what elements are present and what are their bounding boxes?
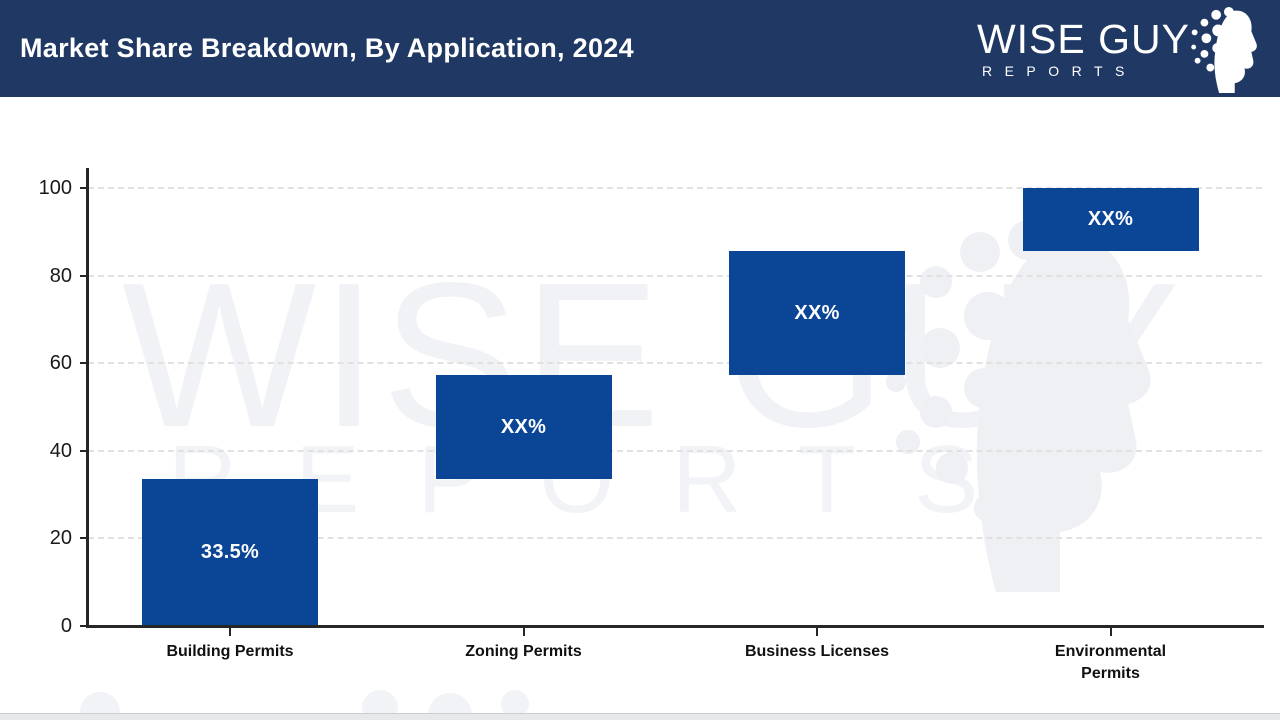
- y-tick-label-20: 20: [49, 527, 72, 550]
- y-tick-40: [80, 449, 88, 452]
- y-tick-label-40: 40: [49, 439, 72, 462]
- brand-logo: WISE GUY REPORTS: [977, 5, 1262, 93]
- gridline-60: [88, 362, 1262, 365]
- y-tick-label-0: 0: [60, 615, 72, 637]
- y-tick-0: [80, 625, 88, 627]
- header-bar: Market Share Breakdown, By Application, …: [0, 0, 1280, 97]
- bar-value-label: XX%: [500, 415, 547, 438]
- bar-value-label: XX%: [794, 301, 840, 324]
- y-tick-60: [80, 362, 88, 365]
- gridline-100: [88, 187, 1262, 189]
- logo-wordmark-line2: REPORTS: [981, 62, 1137, 79]
- y-tick-label-100: 100: [38, 177, 72, 199]
- y-axis: [86, 168, 89, 628]
- category-label-1: Building Permits: [166, 643, 294, 660]
- bar-building-permits: 33.5%: [142, 479, 318, 626]
- x-tick-3: [816, 628, 818, 636]
- logo-wordmark-line1: WISE GUY: [976, 15, 1190, 62]
- category-label-4: Environmental Permits: [1054, 643, 1167, 682]
- bar-environmental-permits: XX%: [1022, 188, 1199, 252]
- y-tick-20: [80, 537, 88, 540]
- y-tick-label-80: 80: [49, 264, 72, 287]
- gridline-80: [88, 274, 1262, 277]
- gridline-40: [88, 449, 1262, 452]
- watermark-face-icon: [886, 220, 1151, 592]
- category-label-2: Zoning Permits: [465, 643, 582, 660]
- footer-strip: [0, 713, 1280, 720]
- y-tick-80: [80, 274, 88, 277]
- x-tick-4: [1109, 628, 1112, 636]
- x-axis: [86, 625, 1264, 628]
- bar-business-licenses: XX%: [729, 251, 905, 376]
- bar-value-label: 33.5%: [200, 541, 260, 564]
- category-label-3: Business Licenses: [744, 643, 890, 660]
- bar-zoning-permits: XX%: [435, 375, 612, 480]
- y-tick-label-60: 60: [49, 352, 72, 375]
- bar-value-label: XX%: [1087, 208, 1134, 231]
- logo-face-icon: [1191, 6, 1257, 93]
- x-tick-1: [229, 628, 231, 636]
- page-title: Market Share Breakdown, By Application, …: [20, 33, 634, 63]
- y-tick-100: [80, 187, 88, 189]
- x-tick-2: [522, 628, 525, 636]
- logo-wordmark: WISE GUY REPORTS: [976, 15, 1190, 79]
- gridline-20: [88, 537, 1262, 540]
